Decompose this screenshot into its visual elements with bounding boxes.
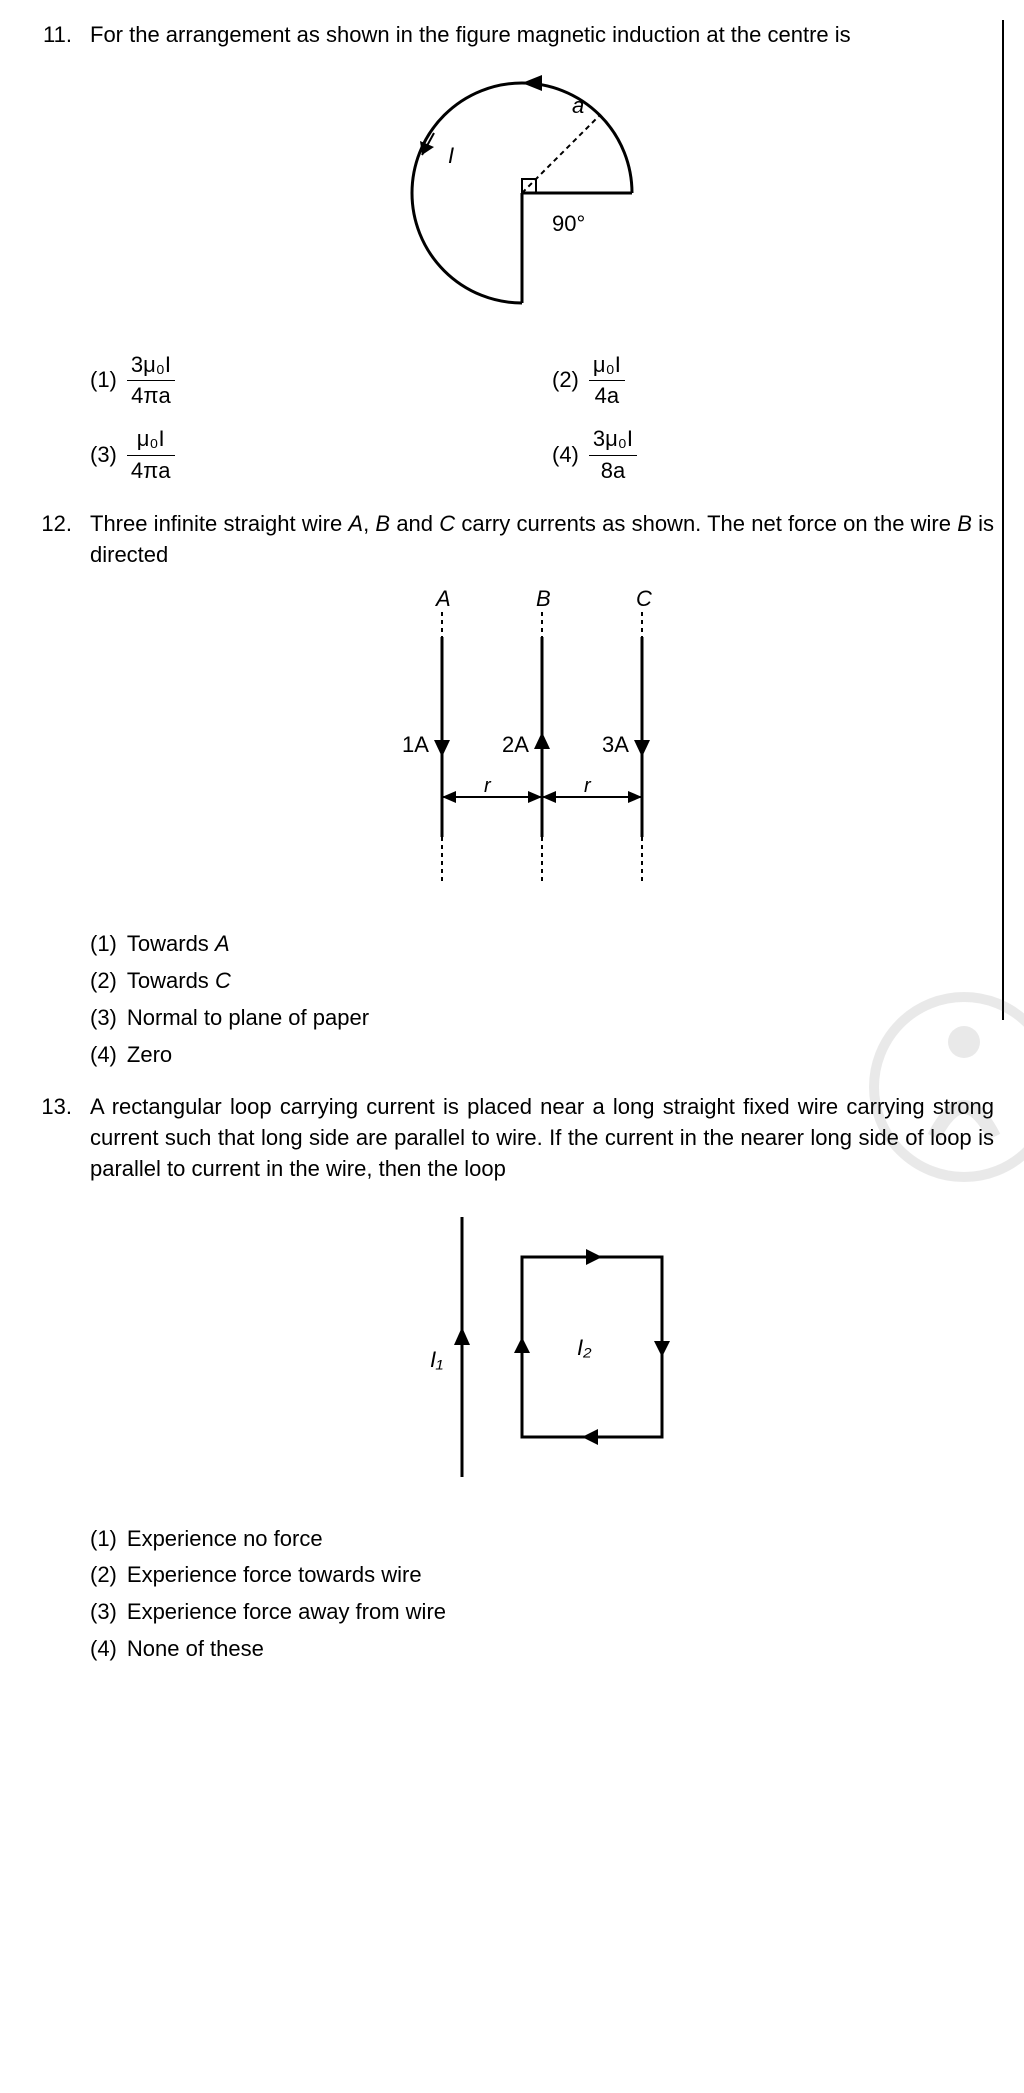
option-text: Experience force towards wire bbox=[127, 1560, 422, 1591]
svg-text:1A: 1A bbox=[402, 732, 429, 757]
q12-option-2: (2) Towards C bbox=[90, 966, 994, 997]
option-text: Zero bbox=[127, 1040, 172, 1071]
q13-option-4: (4) None of these bbox=[90, 1634, 994, 1665]
option-text: Normal to plane of paper bbox=[127, 1003, 369, 1034]
radius-label: a bbox=[572, 93, 584, 118]
q12-option-1: (1) Towards A bbox=[90, 929, 994, 960]
q13-options: (1) Experience no force (2) Experience f… bbox=[90, 1524, 994, 1665]
question-13: 13. A rectangular loop carrying current … bbox=[30, 1092, 994, 1672]
three-wires-diagram: A B C 1A 2A 3A r r bbox=[362, 582, 722, 902]
q11-options: (1) 3μ₀I 4πa (2) μ₀I 4a (3) μ₀I 4πa bbox=[90, 350, 994, 487]
option-text: Experience no force bbox=[127, 1524, 323, 1555]
option-text: Towards A bbox=[127, 929, 230, 960]
option-num: (1) bbox=[90, 929, 127, 960]
question-text: A rectangular loop carrying current is p… bbox=[90, 1092, 994, 1184]
option-num: (2) bbox=[552, 365, 589, 396]
option-fraction: 3μ₀I 4πa bbox=[127, 350, 175, 413]
q11-option-3: (3) μ₀I 4πa bbox=[90, 424, 532, 487]
q13-option-1: (1) Experience no force bbox=[90, 1524, 994, 1555]
svg-text:2A: 2A bbox=[502, 732, 529, 757]
question-number: 13. bbox=[30, 1092, 90, 1672]
option-num: (2) bbox=[90, 1560, 127, 1591]
svg-text:B: B bbox=[536, 586, 551, 611]
arc-wire-diagram: a I 90° bbox=[382, 63, 702, 323]
question-body: For the arrangement as shown in the figu… bbox=[90, 20, 994, 495]
q13-figure: I₁ I₂ bbox=[90, 1197, 994, 1506]
question-11: 11. For the arrangement as shown in the … bbox=[30, 20, 994, 495]
question-body: Three infinite straight wire A, B and C … bbox=[90, 509, 994, 1079]
svg-text:I₂: I₂ bbox=[577, 1335, 592, 1360]
angle-label: 90° bbox=[552, 211, 585, 236]
option-num: (4) bbox=[90, 1040, 127, 1071]
svg-text:I₁: I₁ bbox=[430, 1347, 443, 1372]
loop-wire-diagram: I₁ I₂ bbox=[352, 1197, 732, 1497]
q12-option-4: (4) Zero bbox=[90, 1040, 994, 1071]
q12-figure: A B C 1A 2A 3A r r bbox=[90, 582, 994, 911]
current-label: I bbox=[448, 143, 454, 168]
option-num: (3) bbox=[90, 1597, 127, 1628]
svg-text:A: A bbox=[434, 586, 451, 611]
option-num: (2) bbox=[90, 966, 127, 997]
option-fraction: μ₀I 4πa bbox=[127, 424, 175, 487]
option-num: (3) bbox=[90, 440, 127, 471]
q12-options: (1) Towards A (2) Towards C (3) Normal t… bbox=[90, 929, 994, 1070]
option-fraction: μ₀I 4a bbox=[589, 350, 625, 413]
option-text: Towards C bbox=[127, 966, 231, 997]
q13-option-3: (3) Experience force away from wire bbox=[90, 1597, 994, 1628]
question-number: 11. bbox=[30, 20, 90, 495]
svg-text:3A: 3A bbox=[602, 732, 629, 757]
q11-option-2: (2) μ₀I 4a bbox=[552, 350, 994, 413]
q11-option-1: (1) 3μ₀I 4πa bbox=[90, 350, 532, 413]
option-fraction: 3μ₀I 8a bbox=[589, 424, 637, 487]
option-num: (3) bbox=[90, 1003, 127, 1034]
question-number: 12. bbox=[30, 509, 90, 1079]
option-num: (4) bbox=[552, 440, 589, 471]
option-num: (1) bbox=[90, 1524, 127, 1555]
q11-option-4: (4) 3μ₀I 8a bbox=[552, 424, 994, 487]
question-text: For the arrangement as shown in the figu… bbox=[90, 20, 994, 51]
question-12: 12. Three infinite straight wire A, B an… bbox=[30, 509, 994, 1079]
option-text: None of these bbox=[127, 1634, 264, 1665]
question-text: Three infinite straight wire A, B and C … bbox=[90, 509, 994, 571]
svg-text:r: r bbox=[584, 775, 592, 797]
q12-option-3: (3) Normal to plane of paper bbox=[90, 1003, 994, 1034]
column-divider bbox=[1002, 20, 1004, 1020]
svg-text:C: C bbox=[636, 586, 652, 611]
option-num: (4) bbox=[90, 1634, 127, 1665]
option-num: (1) bbox=[90, 365, 127, 396]
question-body: A rectangular loop carrying current is p… bbox=[90, 1092, 994, 1672]
q13-option-2: (2) Experience force towards wire bbox=[90, 1560, 994, 1591]
q11-figure: a I 90° bbox=[90, 63, 994, 332]
svg-text:r: r bbox=[484, 775, 492, 797]
option-text: Experience force away from wire bbox=[127, 1597, 446, 1628]
